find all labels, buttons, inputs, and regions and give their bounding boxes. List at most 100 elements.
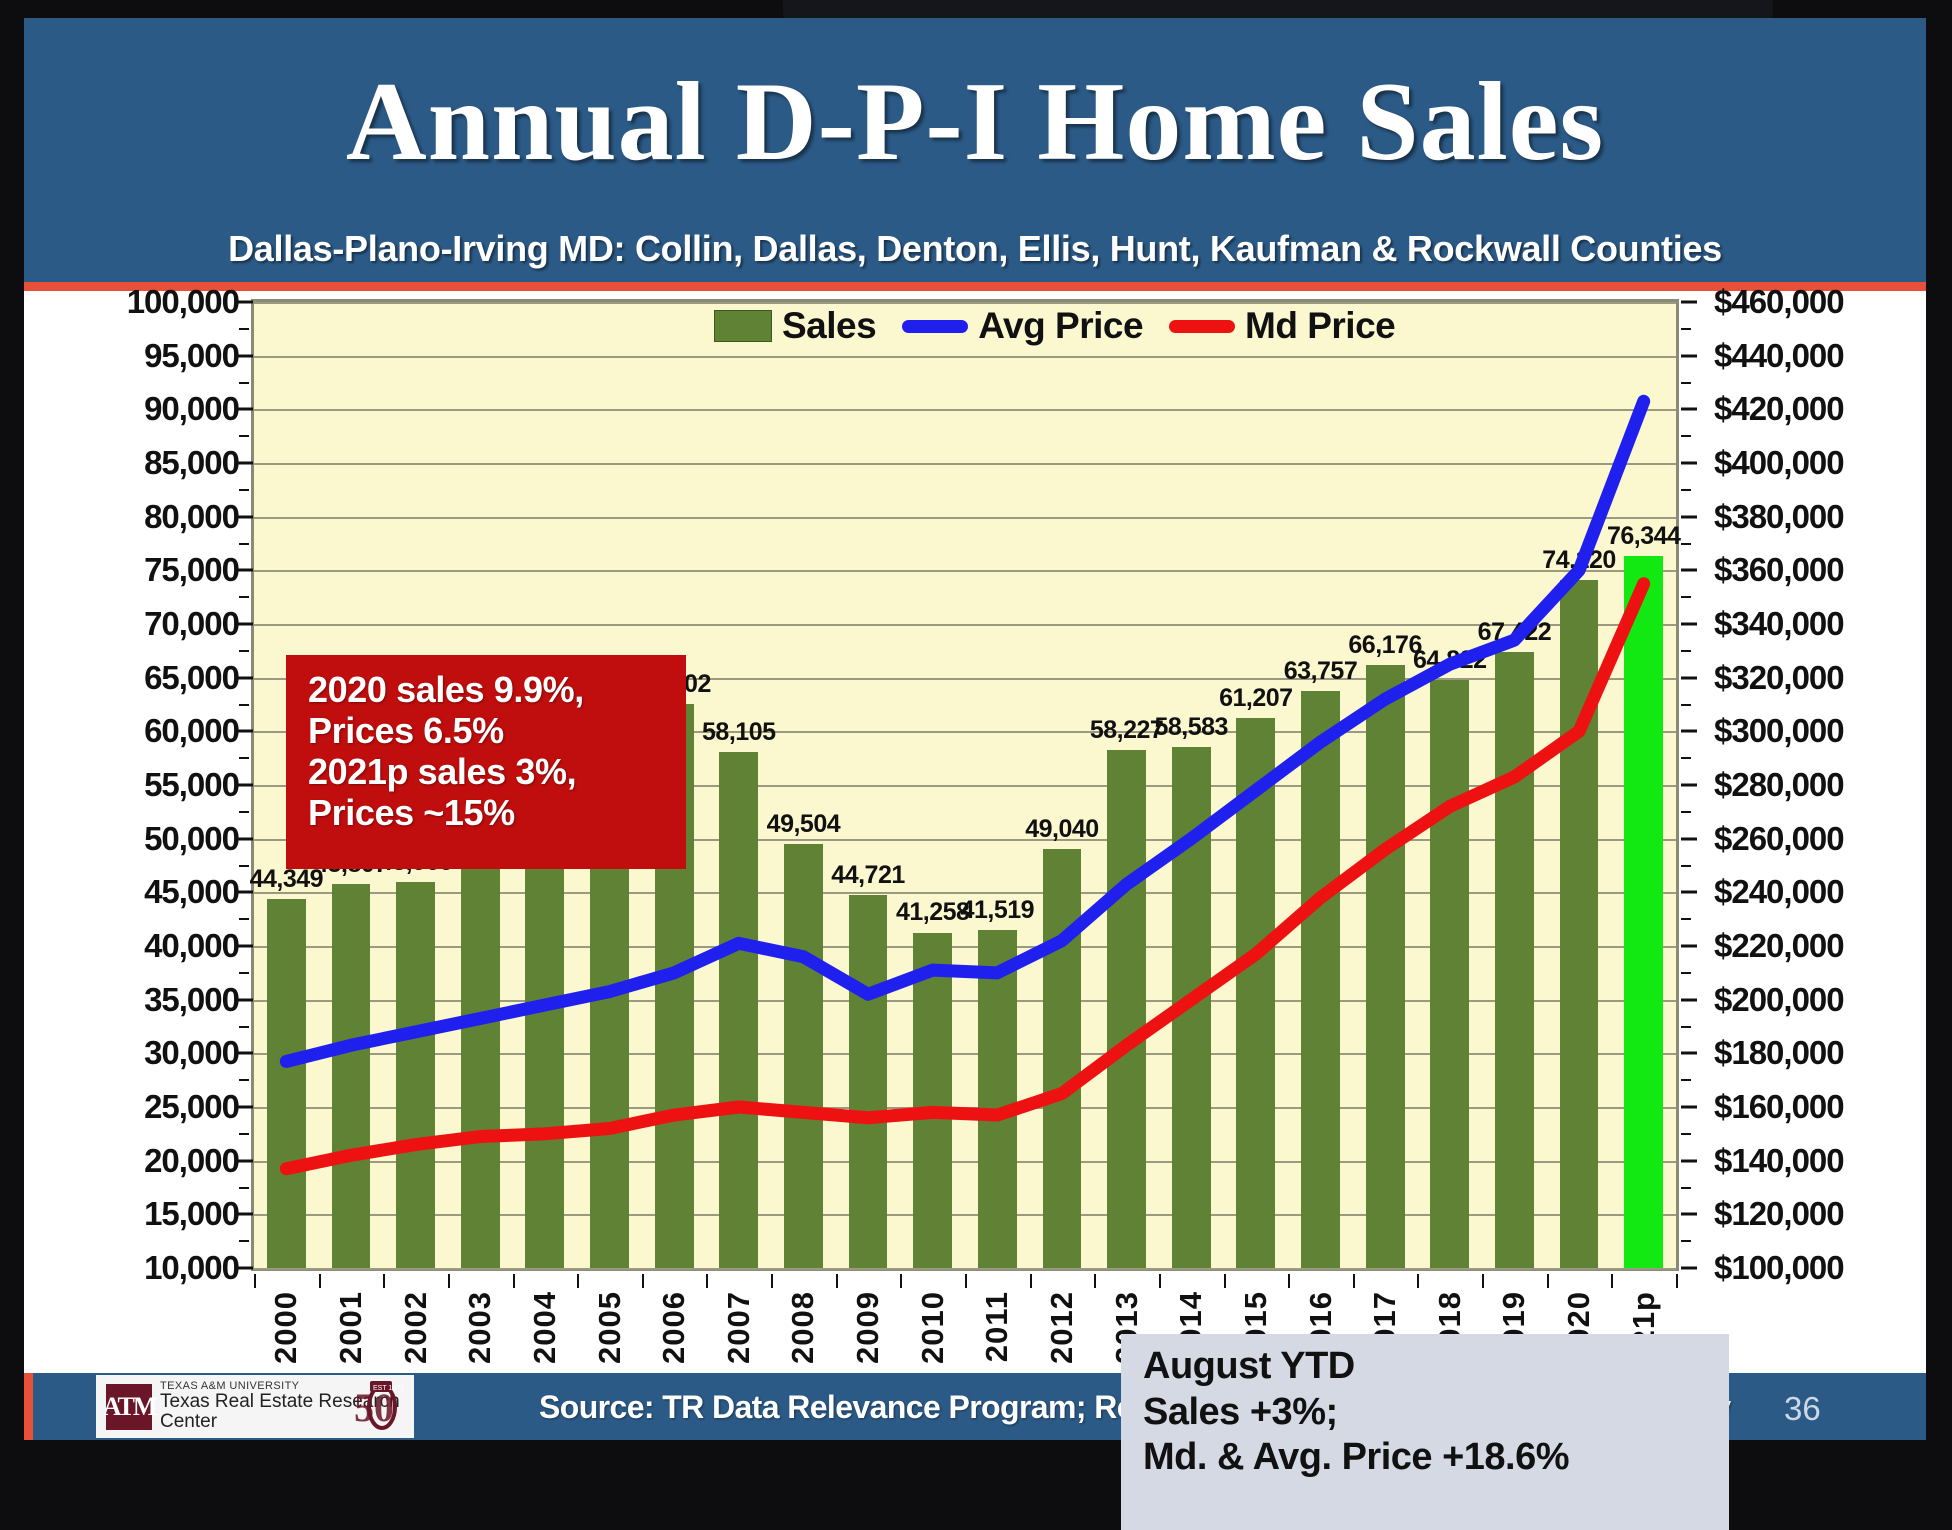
x-axis-tickmark (1029, 1274, 1032, 1288)
line-avg-price[interactable] (279, 394, 1651, 1068)
y-axis-left-tick: 55,000 (144, 766, 240, 803)
legend-swatch-avg-price (902, 319, 969, 333)
legend-swatch-md-price (1169, 319, 1236, 333)
gridline (254, 731, 1676, 734)
anniversary-50-icon: 50 EST 1971 (354, 1381, 404, 1430)
y-axis-right-tick: $440,000 (1714, 336, 1845, 374)
y-axis-right-minor-tickmark (1681, 971, 1691, 974)
y-axis-left-minor-tickmark (239, 810, 249, 813)
y-axis-right-minor-tickmark (1681, 1132, 1691, 1135)
x-axis-tickmark (318, 1274, 321, 1288)
x-axis-tickmark (900, 1274, 903, 1288)
header-accent-rule (24, 282, 1926, 291)
y-axis-right-tick: $180,000 (1714, 1034, 1845, 1072)
legend-label-sales: Sales (782, 305, 877, 346)
x-axis-tick-2000: 2000 (268, 1291, 304, 1364)
x-axis-tickmark (706, 1274, 709, 1288)
x-axis-tickmark (1676, 1274, 1678, 1288)
bar-2021p[interactable] (1624, 555, 1664, 1268)
bar-2002[interactable] (396, 881, 435, 1268)
red-callout-line-4: Prices ~15% (308, 792, 515, 834)
x-axis-tickmark (1158, 1274, 1161, 1288)
bar-2003[interactable] (460, 860, 500, 1268)
x-axis-tick-2010: 2010 (914, 1291, 950, 1364)
bar-2000[interactable] (266, 899, 306, 1268)
x-axis-tick-2009: 2009 (850, 1291, 886, 1364)
bar-2008[interactable] (784, 844, 823, 1268)
y-axis-right-tickmark (1681, 1266, 1697, 1270)
bar-label-2012: 49,040 (1025, 814, 1099, 843)
legend-item-avg-price[interactable]: Avg Price (902, 305, 1144, 347)
y-axis-right-minor-tickmark (1681, 1240, 1691, 1243)
y-axis-right-tickmark (1681, 676, 1697, 680)
x-axis-tickmark (1482, 1274, 1485, 1288)
x-axis-tickmark (1352, 1274, 1355, 1288)
line-md-price[interactable] (279, 577, 1651, 1176)
y-axis-right-minor-tickmark (1681, 596, 1691, 599)
bar-2019[interactable] (1495, 651, 1534, 1268)
y-axis-right-minor-tickmark (1681, 327, 1691, 330)
legend-label-avg-price: Avg Price (978, 305, 1144, 346)
y-axis-right-tickmark (1681, 1051, 1697, 1055)
bar-2015[interactable] (1236, 718, 1276, 1268)
y-axis-right-tick: $300,000 (1714, 712, 1845, 750)
y-axis-left-tick: 60,000 (144, 712, 240, 750)
line-series (279, 394, 1651, 1176)
x-axis-tickmark (577, 1274, 580, 1288)
x-axis-tick-2008: 2008 (785, 1291, 821, 1364)
gridline (254, 1268, 1676, 1270)
y-axis-left-tick: 70,000 (144, 605, 240, 642)
y-axis-right-tick: $320,000 (1714, 658, 1845, 696)
y-axis-left-minor-tickmark (239, 1240, 249, 1243)
y-axis-right-tickmark (1681, 1212, 1697, 1216)
y-axis-left-minor-tickmark (239, 1025, 249, 1028)
bar-2009[interactable] (848, 895, 888, 1268)
legend-label-md-price: Md Price (1245, 305, 1396, 346)
y-axis-right-tick: $240,000 (1714, 873, 1845, 911)
slide-canvas: Annual D-P-I Home Sales Dallas-Plano-Irv… (24, 0, 1926, 1530)
slide-header: Annual D-P-I Home Sales Dallas-Plano-Irv… (24, 18, 1926, 291)
bar-label-2015: 61,207 (1219, 684, 1293, 713)
y-axis-right-tick: $260,000 (1714, 819, 1845, 857)
y-axis-left-tickmark (237, 354, 253, 358)
bar-2011[interactable] (977, 929, 1017, 1268)
y-axis-left-minor-tickmark (239, 1132, 249, 1135)
x-axis-tickmark (771, 1274, 774, 1288)
y-axis-left-tick: 80,000 (144, 497, 240, 535)
gridline (254, 516, 1676, 519)
bar-2001[interactable] (331, 883, 371, 1268)
trerc-logo: ATM TEXAS A&M UNIVERSITY Texas Real Esta… (96, 1375, 414, 1438)
bar-2018[interactable] (1430, 679, 1470, 1268)
y-axis-right-tickmark (1681, 407, 1697, 411)
y-axis-right-tickmark (1681, 568, 1697, 572)
gridline (254, 463, 1676, 465)
y-axis-left-minor-tickmark (239, 1186, 249, 1189)
y-axis-right-tickmark (1681, 354, 1697, 358)
y-axis-right-tickmark (1681, 729, 1697, 733)
gridline (254, 785, 1676, 787)
bar-2013[interactable] (1107, 750, 1146, 1268)
x-axis-tickmark (965, 1274, 967, 1288)
y-axis-left-minor-tickmark (239, 864, 249, 867)
bar-2016[interactable] (1301, 691, 1340, 1268)
y-axis-left-tickmark (237, 890, 253, 894)
y-axis-right-tick: $420,000 (1714, 390, 1845, 428)
legend-item-sales[interactable]: Sales (714, 305, 877, 347)
bar-2012[interactable] (1042, 848, 1082, 1268)
gridline (254, 1214, 1676, 1217)
y-axis-right-tick: $380,000 (1714, 497, 1845, 535)
y-axis-right-tick: $360,000 (1714, 551, 1845, 589)
y-axis-right-tickmark (1681, 515, 1697, 519)
page-subtitle: Dallas-Plano-Irving MD: Collin, Dallas, … (228, 228, 1722, 269)
legend-item-md-price[interactable]: Md Price (1169, 305, 1396, 347)
y-axis-left-tickmark (237, 1159, 253, 1163)
chart-container: 44,34945,80745,96648,00853,10858,39662,5… (24, 283, 1926, 1530)
y-axis-left-minor-tickmark (239, 327, 249, 330)
y-axis-right-tickmark (1681, 837, 1697, 841)
y-axis-right-minor-tickmark (1681, 1025, 1691, 1028)
bar-2007[interactable] (719, 751, 759, 1268)
bar-2004[interactable] (525, 805, 565, 1268)
y-axis-left-tickmark (237, 783, 253, 787)
bar-2017[interactable] (1365, 665, 1405, 1268)
bar-2010[interactable] (913, 932, 953, 1268)
